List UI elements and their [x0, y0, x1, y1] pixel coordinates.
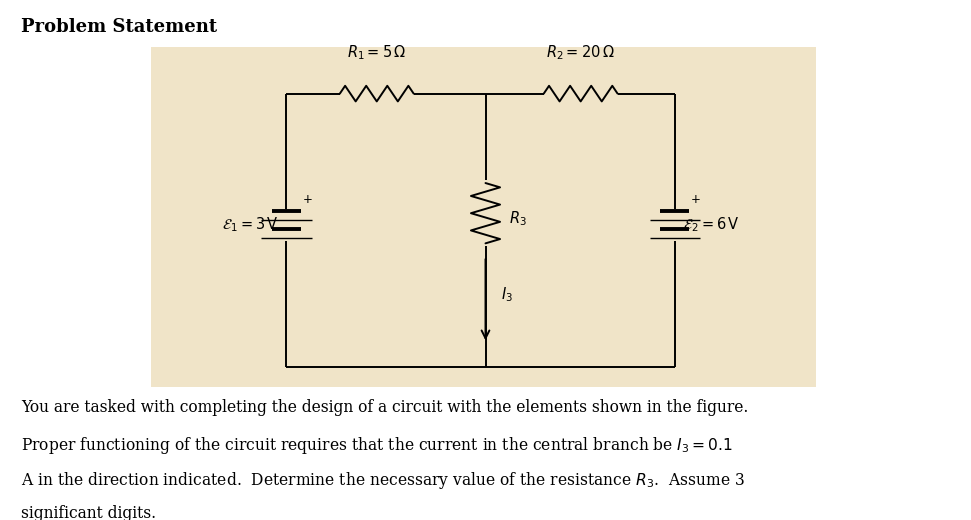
Text: $R_3$: $R_3$: [509, 209, 526, 228]
Text: A in the direction indicated.  Determine the necessary value of the resistance $: A in the direction indicated. Determine …: [21, 470, 746, 491]
Text: Proper functioning of the circuit requires that the current in the central branc: Proper functioning of the circuit requir…: [21, 435, 733, 456]
Text: $+$: $+$: [302, 193, 313, 206]
Text: significant digits.: significant digits.: [21, 505, 156, 520]
Text: $\mathcal{E}_2 = 6\,\mathrm{V}$: $\mathcal{E}_2 = 6\,\mathrm{V}$: [683, 215, 739, 234]
Text: You are tasked with completing the design of a circuit with the elements shown i: You are tasked with completing the desig…: [21, 399, 749, 417]
FancyBboxPatch shape: [151, 47, 816, 387]
Text: $+$: $+$: [690, 193, 701, 206]
Text: $R_1 = 5\,\Omega$: $R_1 = 5\,\Omega$: [347, 44, 407, 62]
Text: $\mathcal{E}_1 = 3\,\mathrm{V}$: $\mathcal{E}_1 = 3\,\mathrm{V}$: [222, 215, 279, 234]
Text: $I_3$: $I_3$: [501, 285, 513, 304]
Text: $R_2 = 20\,\Omega$: $R_2 = 20\,\Omega$: [547, 44, 615, 62]
Text: Problem Statement: Problem Statement: [21, 18, 218, 36]
